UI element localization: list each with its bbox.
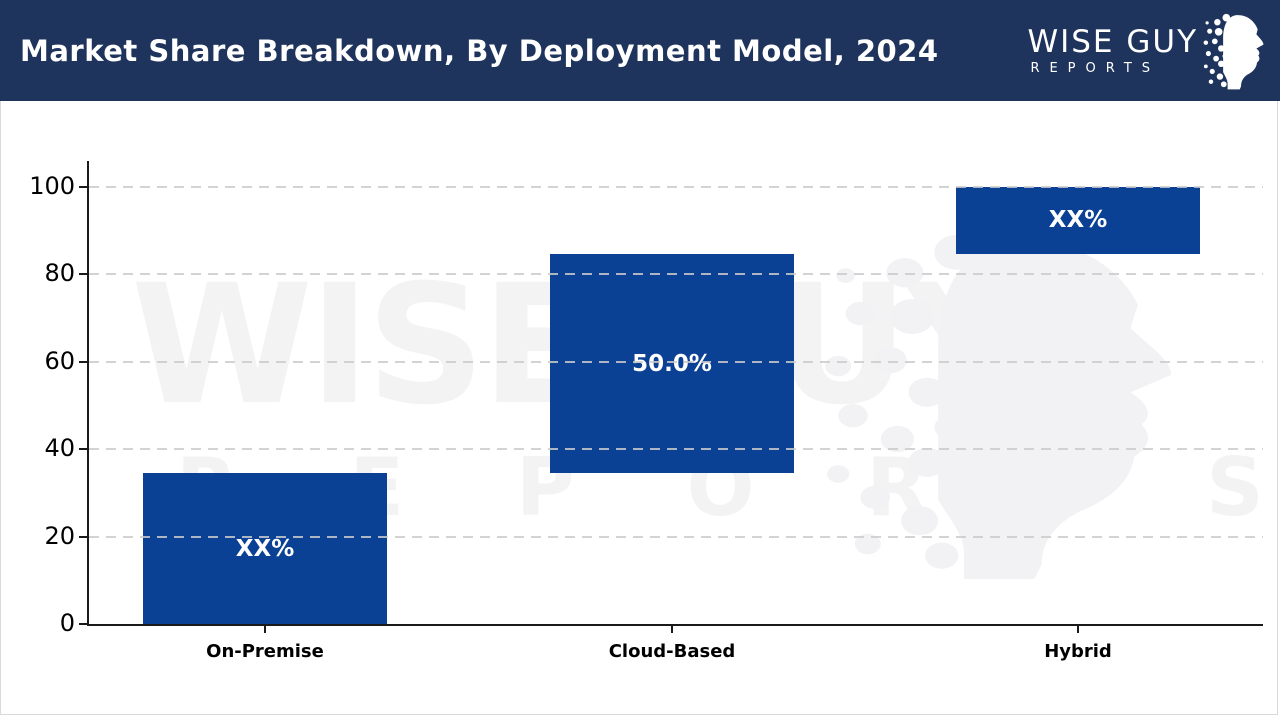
y-tick-label: 20 [44, 521, 75, 550]
y-tick-label: 100 [29, 171, 75, 200]
bar-on-premise: XX% [143, 473, 387, 624]
y-tick-label: 60 [44, 346, 75, 375]
wiseguy-head-icon [1203, 13, 1264, 89]
x-tick-mark [671, 626, 673, 633]
bar-value-label: XX% [1048, 207, 1108, 234]
y-tick-mark [79, 448, 88, 450]
y-gridline [89, 273, 1263, 275]
x-category-label: Hybrid [1044, 641, 1112, 662]
y-gridline [89, 448, 1263, 450]
bar-hybrid: XX% [956, 186, 1200, 255]
bar-value-label: 50.0% [632, 350, 712, 377]
y-axis-line [87, 161, 89, 626]
y-tick-label: 40 [44, 434, 75, 462]
y-tick-mark [79, 535, 88, 538]
y-tick-label: 0 [59, 609, 75, 637]
x-axis-line [87, 624, 1263, 626]
brand-subname: REPORTS [1030, 60, 1161, 76]
x-category-label: Cloud-Based [608, 641, 736, 662]
chart-card: WISE GUY R E P O R T S 0 20 40 60 80 100 XX% On… [0, 101, 1278, 715]
page-title: Market Share Breakdown, By Deployment Mo… [20, 33, 939, 68]
header-bar: Market Share Breakdown, By Deployment Mo… [0, 0, 1280, 101]
y-tick-label: 80 [44, 259, 75, 287]
x-category-label: On-Premise [206, 641, 324, 662]
y-gridline [89, 185, 1263, 188]
brand-name: WISE GUY [1027, 23, 1198, 60]
y-gridline [89, 360, 1263, 363]
bar-value-label: XX% [235, 535, 295, 562]
y-tick-mark [79, 273, 88, 275]
y-tick-mark [79, 623, 88, 625]
bar-cloud-based: 50.0% [550, 254, 794, 474]
bar-chart-plot: 0 20 40 60 80 100 XX% On-Premise 50.0% Cloud-Base… [1, 101, 1277, 714]
x-tick-mark [264, 626, 266, 633]
brand-logo: WISE GUY REPORTS [1027, 0, 1266, 101]
y-tick-mark [79, 360, 88, 363]
y-gridline [89, 535, 1263, 538]
x-tick-mark [1077, 626, 1079, 633]
y-tick-mark [79, 185, 88, 188]
